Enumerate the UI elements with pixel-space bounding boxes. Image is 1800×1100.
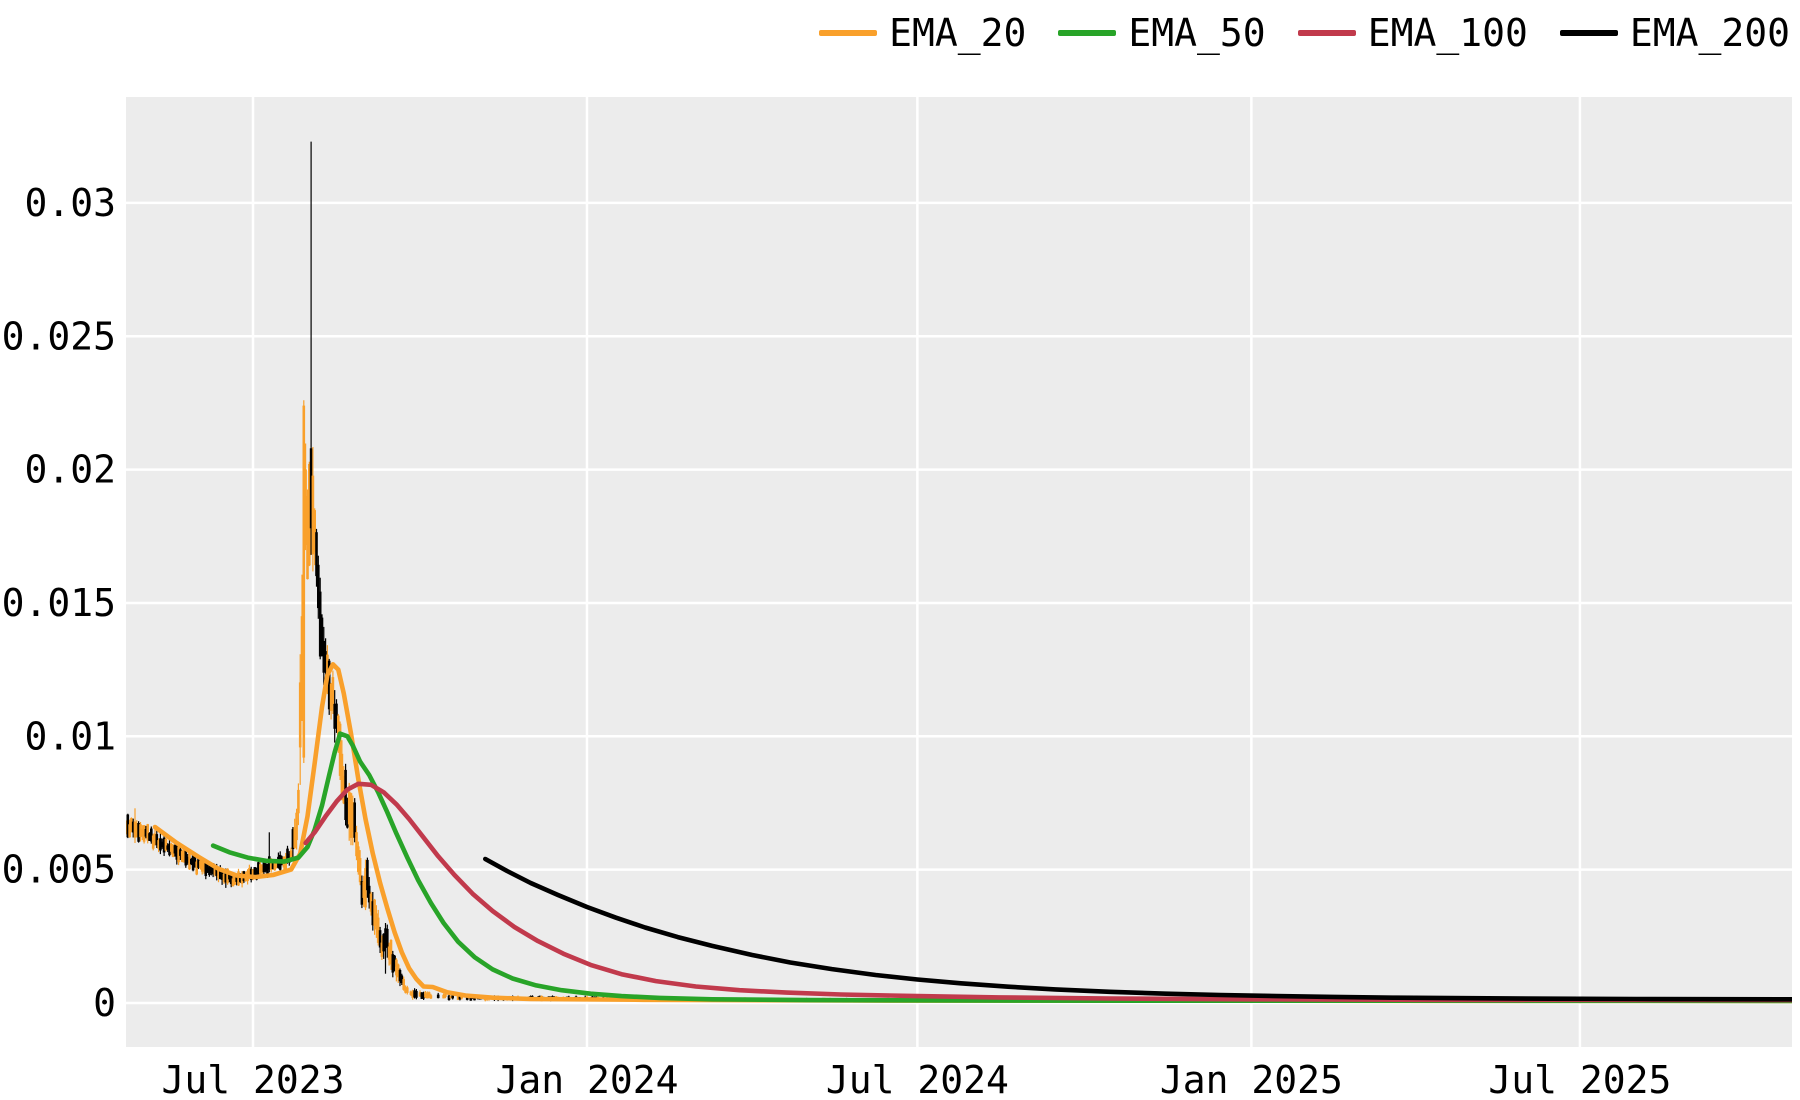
x-tick-label: Jan 2025 [1160,1058,1343,1100]
legend-line-swatch [1559,30,1618,36]
y-tick-label: 0.01 [24,714,116,758]
legend-line-swatch [1297,30,1356,36]
y-axis-tick-labels: 0 0.005 0.01 0.015 0.02 0.025 0.03 [2,181,116,1025]
legend-label: EMA_200 [1629,11,1790,55]
ema-lines [152,662,1792,1004]
y-tick-label: 0.025 [2,314,116,358]
y-tick-label: 0.03 [24,181,116,225]
legend: EMA_20 EMA_50 EMA_100 EMA_200 [819,14,1790,52]
legend-item-ema-200: EMA_200 [1559,11,1790,55]
plot-area [126,97,1792,1047]
x-tick-label: Jul 2023 [161,1058,344,1100]
x-tick-label: Jan 2024 [495,1058,678,1100]
x-axis-tick-labels: Jul 2023 Jan 2024 Jul 2024 Jan 2025 Jul … [161,1058,1671,1100]
legend-line-swatch [1058,30,1117,36]
y-tick-label: 0.015 [2,581,116,625]
legend-label: EMA_50 [1128,11,1266,55]
y-tick-label: 0.005 [2,848,116,892]
legend-item-ema-20: EMA_20 [819,14,1026,52]
legend-line-swatch [819,30,878,36]
y-tick-label: 0.02 [24,448,116,492]
x-tick-label: Jul 2025 [1488,1058,1671,1100]
legend-label: EMA_100 [1367,11,1528,55]
legend-item-ema-100: EMA_100 [1297,11,1528,55]
x-tick-label: Jul 2024 [826,1058,1009,1100]
y-tick-label: 0 [93,981,116,1025]
legend-label: EMA_20 [889,11,1027,55]
legend-item-ema-50: EMA_50 [1058,11,1266,55]
gridlines [126,97,1792,1047]
